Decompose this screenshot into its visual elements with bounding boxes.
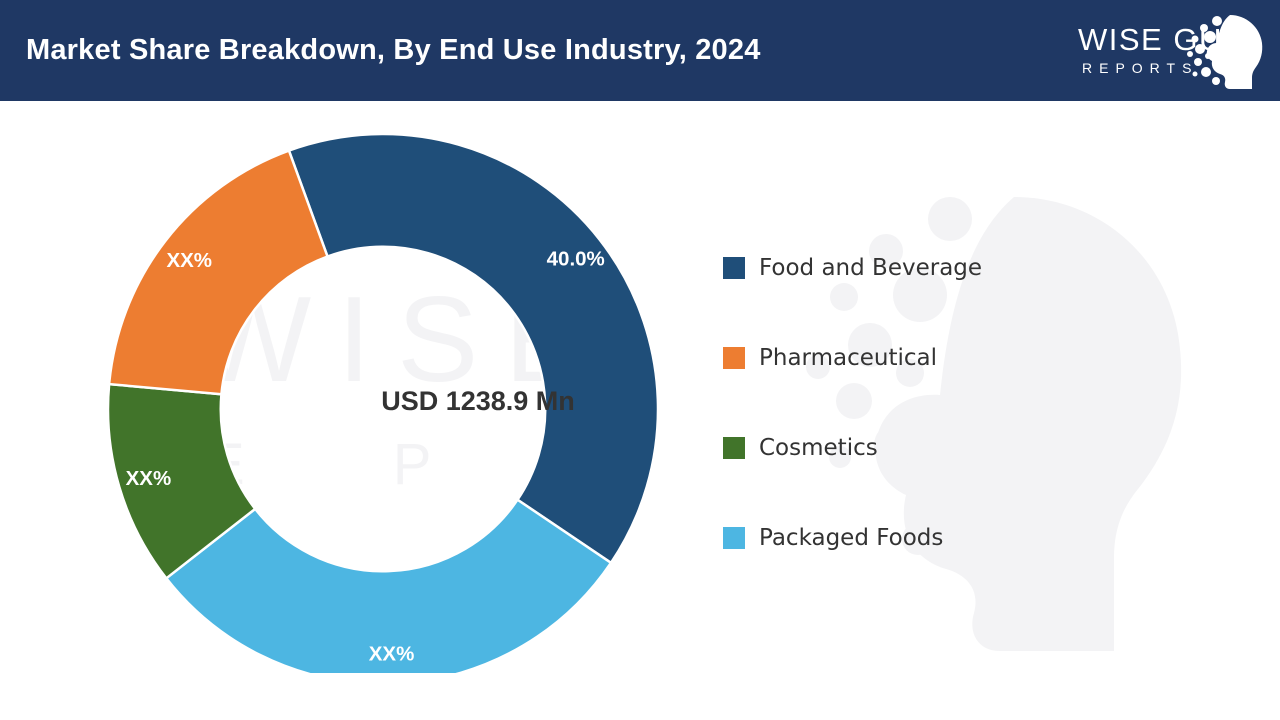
legend-item-pharmaceutical[interactable]: Pharmaceutical xyxy=(723,336,1143,426)
legend-label-packaged-foods: Packaged Foods xyxy=(759,525,944,551)
legend-item-packaged-foods[interactable]: Packaged Foods xyxy=(723,516,1143,606)
pie-slice[interactable] xyxy=(287,132,658,565)
legend-swatch-cosmetics xyxy=(723,437,745,459)
pie-slice[interactable] xyxy=(108,148,330,396)
legend-item-food-and-beverage[interactable]: Food and Beverage xyxy=(723,246,1143,336)
brand-logo: WISE GUY REPORTS xyxy=(1056,8,1272,94)
donut-chart-svg: 40.0% XX% XX% XX% xyxy=(108,132,658,673)
slice-value-label: 40.0% xyxy=(547,247,605,270)
legend-label-pharmaceutical: Pharmaceutical xyxy=(759,345,938,371)
legend-label-food-and-beverage: Food and Beverage xyxy=(759,255,983,281)
header-bar: Market Share Breakdown, By End Use Indus… xyxy=(0,0,1280,101)
page-title: Market Share Breakdown, By End Use Indus… xyxy=(26,34,761,66)
center-value-label: USD 1238.9 Mn xyxy=(381,386,575,416)
legend-swatch-food-and-beverage xyxy=(723,257,745,279)
donut-chart: 40.0% XX% XX% XX% USD 1238.9 Mn xyxy=(108,123,658,673)
legend-swatch-pharmaceutical xyxy=(723,347,745,369)
legend-item-cosmetics[interactable]: Cosmetics xyxy=(723,426,1143,516)
slice-value-label: XX% xyxy=(126,467,172,490)
legend: Food and Beverage Pharmaceutical Cosmeti… xyxy=(723,246,1143,606)
chart-body: WISE E P O xyxy=(0,101,1280,720)
pie-slice[interactable] xyxy=(164,497,613,673)
slice-value-label: XX% xyxy=(166,249,212,272)
brand-tagline: REPORTS xyxy=(1082,60,1199,76)
legend-label-cosmetics: Cosmetics xyxy=(759,435,878,461)
slice-group xyxy=(108,132,658,673)
slice-value-label: XX% xyxy=(369,642,415,665)
slice-label-group: 40.0% XX% XX% XX% xyxy=(126,247,605,665)
head-dots-icon xyxy=(1187,15,1263,89)
legend-swatch-packaged-foods xyxy=(723,527,745,549)
